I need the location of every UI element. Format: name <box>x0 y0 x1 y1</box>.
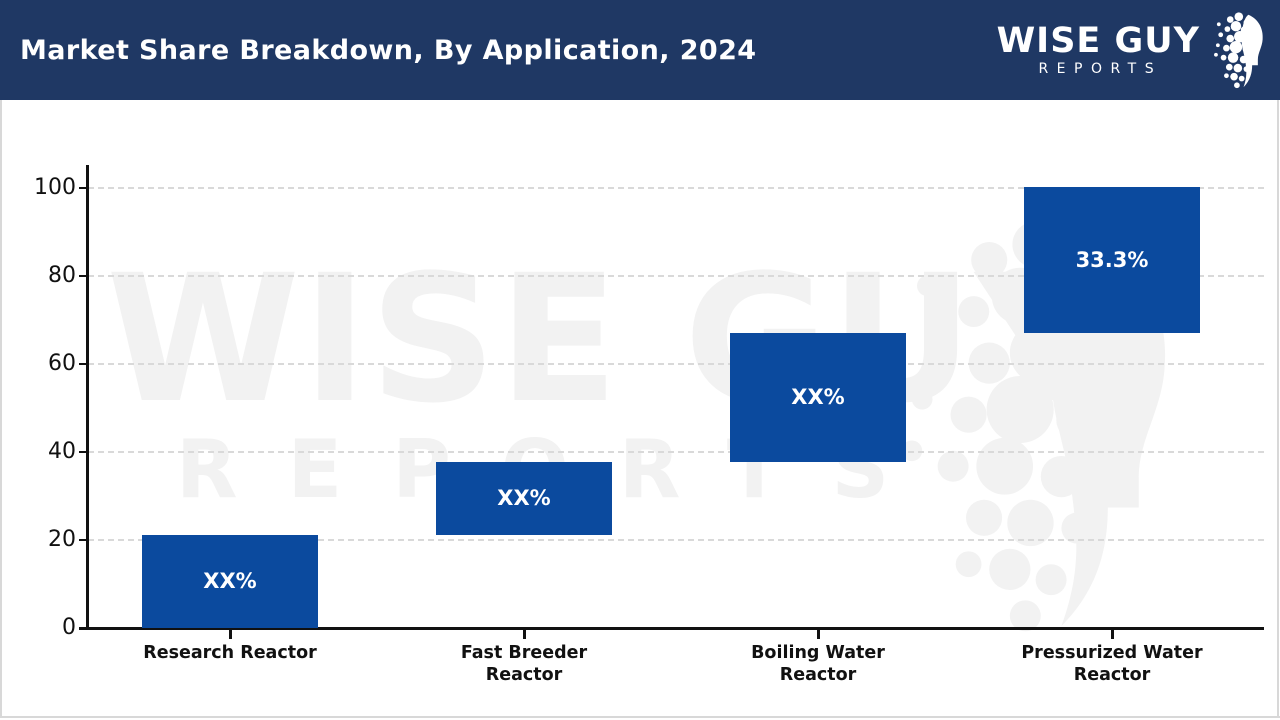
x-tick-mark-boiling-water-reactor <box>817 630 820 639</box>
gridline-40 <box>88 451 1264 453</box>
gridline-60 <box>88 363 1264 365</box>
x-tick-mark-pressurized-water-reactor <box>1111 630 1114 639</box>
dotted-face-logo-icon <box>1214 12 1263 89</box>
y-tick-label-100: 100 <box>34 175 76 200</box>
chart-area: WISE GUY REPORTS 020406080100XX%Research… <box>0 100 1280 720</box>
y-tick-mark-20 <box>79 539 88 541</box>
x-category-label-boiling-water-reactor: Boiling Water Reactor <box>751 643 885 686</box>
bar-research-reactor: XX% <box>142 534 318 628</box>
x-category-label-research-reactor: Research Reactor <box>143 643 317 663</box>
x-category-label-fast-breeder-reactor: Fast Breeder Reactor <box>460 643 588 686</box>
brand-name: WISE GUY <box>996 21 1200 61</box>
gridline-100 <box>88 187 1264 189</box>
y-tick-label-40: 40 <box>48 439 76 464</box>
gridline-80 <box>88 275 1264 277</box>
page-title: Market Share Breakdown, By Application, … <box>20 34 757 66</box>
bar-value-label-research-reactor: XX% <box>203 569 257 594</box>
brand-logo-text: WISE GUY REPORTS <box>996 21 1200 77</box>
header-bar: Market Share Breakdown, By Application, … <box>0 0 1280 100</box>
bar-fast-breeder-reactor: XX% <box>436 461 612 535</box>
x-category-label-pressurized-water-reactor: Pressurized Water Reactor <box>1021 643 1203 686</box>
gridline-20 <box>88 539 1264 541</box>
y-tick-label-0: 0 <box>62 615 76 640</box>
x-tick-mark-research-reactor <box>229 630 232 639</box>
page-border-bottom <box>0 716 1280 718</box>
y-tick-label-60: 60 <box>48 351 76 376</box>
y-tick-mark-40 <box>79 451 88 453</box>
brand-subtitle: REPORTS <box>1038 61 1163 77</box>
bar-pressurized-water-reactor: 33.3% <box>1024 186 1200 334</box>
x-axis-line <box>79 627 1264 630</box>
y-axis-line <box>86 165 89 628</box>
y-tick-label-80: 80 <box>48 263 76 288</box>
bar-value-label-pressurized-water-reactor: 33.3% <box>1075 247 1149 272</box>
y-tick-mark-60 <box>79 363 88 365</box>
page-border-left <box>0 100 2 717</box>
y-tick-label-20: 20 <box>48 527 76 552</box>
bar-boiling-water-reactor: XX% <box>730 333 906 462</box>
page-border-right <box>1277 100 1279 717</box>
y-tick-mark-80 <box>79 275 88 277</box>
brand-logo: WISE GUY REPORTS <box>997 10 1266 90</box>
y-tick-mark-100 <box>79 187 88 189</box>
bar-value-label-fast-breeder-reactor: XX% <box>497 486 551 511</box>
x-tick-mark-fast-breeder-reactor <box>523 630 526 639</box>
bar-value-label-boiling-water-reactor: XX% <box>791 385 845 410</box>
